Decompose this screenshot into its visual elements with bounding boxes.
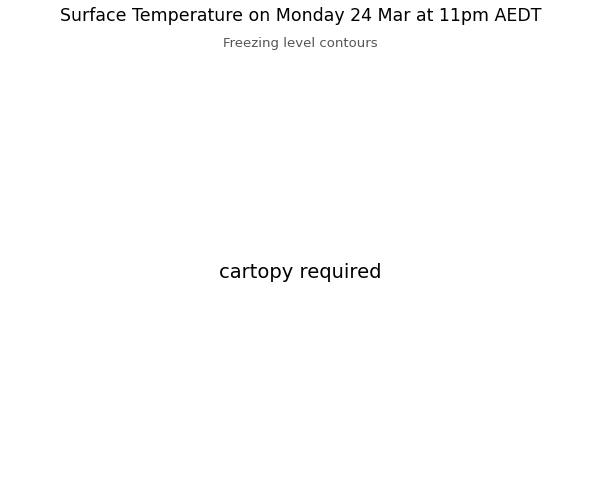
- Text: cartopy required: cartopy required: [219, 263, 382, 282]
- Text: Surface Temperature on Monday 24 Mar at 11pm AEDT: Surface Temperature on Monday 24 Mar at …: [59, 7, 542, 25]
- Text: Freezing level contours: Freezing level contours: [223, 37, 378, 50]
